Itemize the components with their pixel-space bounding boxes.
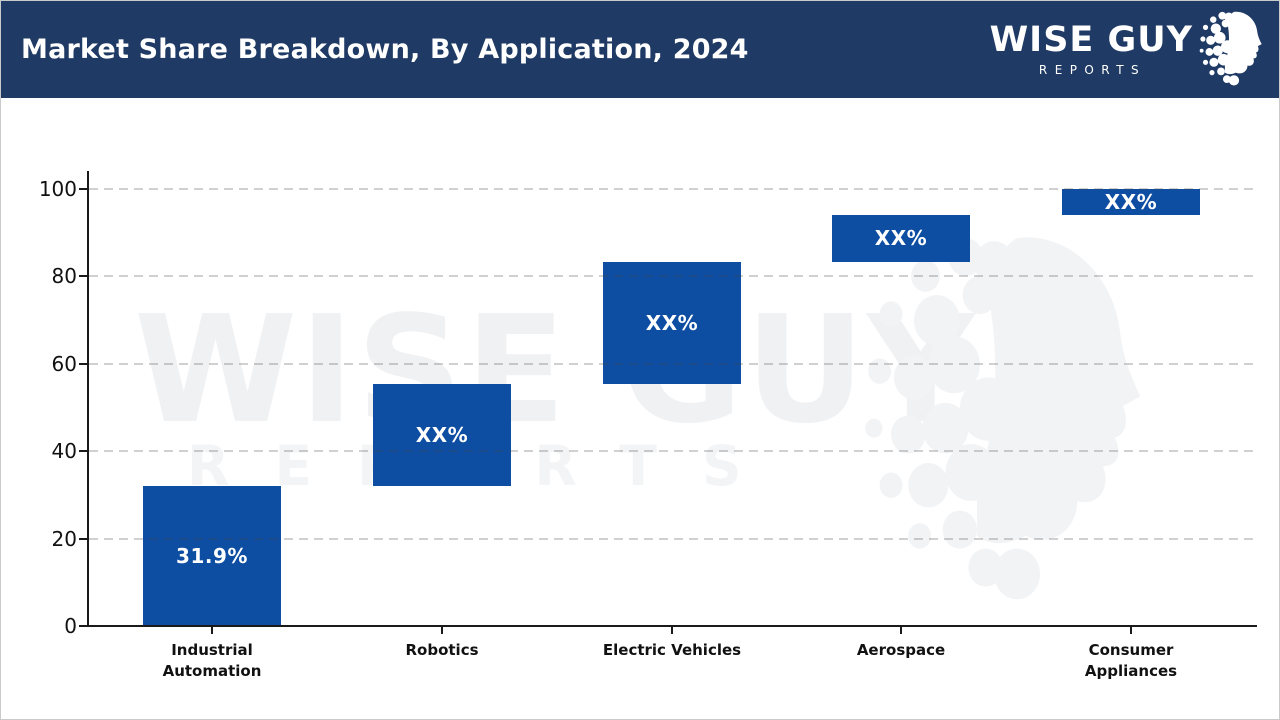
x-tick-label-0: Industrial Automation xyxy=(162,641,262,680)
y-tickmark-60 xyxy=(79,362,89,365)
y-axis-line xyxy=(87,171,89,627)
x-tickmark-0 xyxy=(211,627,213,634)
x-tick-label-1: Robotics xyxy=(405,641,479,659)
bar-value-label: XX% xyxy=(645,311,699,336)
x-tick-label-4: Consumer Appliances xyxy=(1084,641,1178,680)
y-tick-label-80: 80 xyxy=(51,264,77,288)
gridline-20 xyxy=(89,537,1257,540)
y-tickmark-0 xyxy=(79,625,89,627)
gridline-60 xyxy=(89,362,1257,365)
gridline-80 xyxy=(89,275,1257,277)
x-tick-label-2: Electric Vehicles xyxy=(602,641,742,659)
gridline-40 xyxy=(89,450,1257,452)
x-tick-label-3: Aerospace xyxy=(856,641,946,659)
gridline-100 xyxy=(89,187,1257,190)
x-tickmark-1 xyxy=(441,627,443,634)
y-tick-label-0: 0 xyxy=(64,614,77,638)
logo-wordmark: WISE GUY REPORTS xyxy=(989,19,1193,77)
bar-electric-vehicles: XX% xyxy=(603,262,741,385)
wiseguy-logo: WISE GUY REPORTS xyxy=(990,8,1269,92)
bar-consumer-appliances: XX% xyxy=(1062,188,1200,215)
y-tick-label-20: 20 xyxy=(51,526,77,551)
y-tickmark-20 xyxy=(79,537,89,540)
chart-title: Market Share Breakdown, By Application, … xyxy=(21,34,749,65)
header-banner: Market Share Breakdown, By Application, … xyxy=(1,1,1279,98)
x-tickmark-3 xyxy=(900,627,902,634)
bar-value-label: 31.9% xyxy=(176,544,248,569)
bar-robotics: XX% xyxy=(373,384,511,487)
logo-wordmark-main: WISE GUY xyxy=(989,19,1193,60)
bar-value-label: XX% xyxy=(874,226,928,251)
y-tickmark-100 xyxy=(79,187,89,190)
watermark-head-graphic xyxy=(865,237,1141,600)
bar-industrial-automation: 31.9% xyxy=(143,486,281,626)
bar-aerospace: XX% xyxy=(832,214,970,262)
watermark-text-main: WISE GUY xyxy=(134,284,977,456)
logo-head-icon xyxy=(1199,11,1262,86)
bar-value-label: XX% xyxy=(415,423,469,448)
x-tickmark-2 xyxy=(671,627,673,634)
y-tick-label-60: 60 xyxy=(51,351,77,376)
y-tickmark-40 xyxy=(79,450,89,452)
bar-value-label: XX% xyxy=(1104,189,1158,214)
logo-wordmark-sub: REPORTS xyxy=(1038,62,1147,77)
x-axis-line xyxy=(87,625,1257,627)
y-tick-label-40: 40 xyxy=(51,439,77,463)
x-tickmark-4 xyxy=(1130,627,1132,634)
y-tick-label-100: 100 xyxy=(38,176,77,201)
y-tickmark-80 xyxy=(79,275,89,277)
